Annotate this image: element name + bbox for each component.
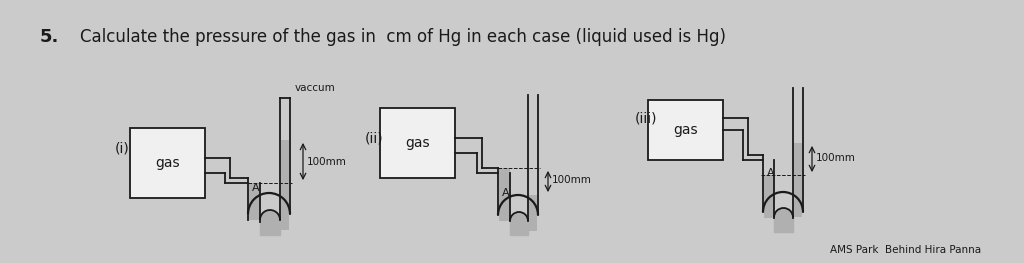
Bar xyxy=(130,128,205,198)
Text: 100mm: 100mm xyxy=(816,153,856,163)
Text: A: A xyxy=(502,188,510,198)
Text: gas: gas xyxy=(156,156,180,170)
Text: A: A xyxy=(767,168,775,178)
Bar xyxy=(249,183,260,220)
Text: gas: gas xyxy=(673,123,697,137)
Bar xyxy=(764,175,774,218)
Bar xyxy=(648,100,723,160)
Text: A: A xyxy=(252,183,260,193)
Text: vaccum: vaccum xyxy=(295,83,336,93)
Bar xyxy=(794,143,802,217)
Text: 5.: 5. xyxy=(40,28,59,46)
Bar xyxy=(529,195,537,231)
Bar xyxy=(380,108,455,178)
Text: 100mm: 100mm xyxy=(307,157,347,167)
Text: gas: gas xyxy=(406,136,430,150)
Bar xyxy=(499,168,510,221)
Text: Calculate the pressure of the gas in  cm of Hg in each case (liquid used is Hg): Calculate the pressure of the gas in cm … xyxy=(80,28,726,46)
Text: 100mm: 100mm xyxy=(552,175,592,185)
Text: AMS Park  Behind Hira Panna: AMS Park Behind Hira Panna xyxy=(830,245,981,255)
Bar xyxy=(281,140,289,230)
Text: (i): (i) xyxy=(115,141,130,155)
Text: (ii): (ii) xyxy=(365,131,384,145)
Text: (iii): (iii) xyxy=(635,111,657,125)
